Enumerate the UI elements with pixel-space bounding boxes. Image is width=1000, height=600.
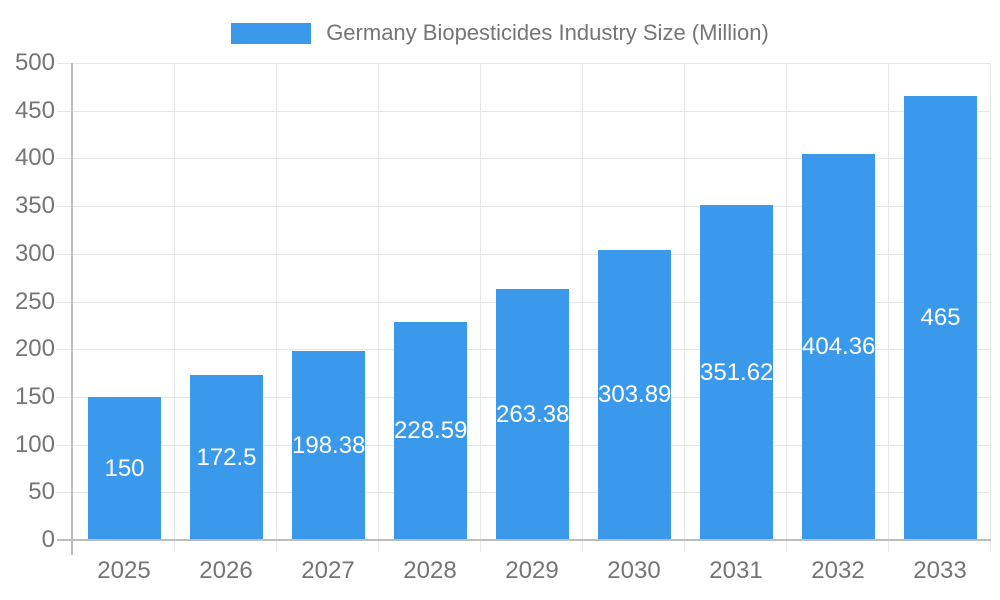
x-axis-tick-label: 2025 (97, 557, 151, 584)
plot-area: 150 172.5 198.38 228.59 263.38 303.89 351.62 40… (57, 63, 991, 555)
bar-2031[interactable]: 351.62 (700, 205, 773, 540)
y-axis-tick-label: 400 (14, 144, 55, 171)
y-axis-tick-label: 350 (14, 192, 55, 219)
bar-2025[interactable]: 150 (88, 397, 161, 540)
legend[interactable]: Germany Biopesticides Industry Size (Mil… (0, 15, 1000, 51)
x-axis-tick-label: 2032 (811, 557, 865, 584)
legend-swatch (231, 22, 312, 44)
x-gridline (378, 63, 379, 552)
bar-2026[interactable]: 172.5 (190, 375, 263, 540)
bar-value-label: 263.38 (496, 400, 570, 428)
x-gridline (582, 63, 583, 552)
x-axis-tick-label: 2026 (199, 557, 253, 584)
bar-value-label: 228.59 (394, 417, 468, 444)
bar-value-label: 404.36 (802, 333, 876, 360)
x-axis-tick-label: 2031 (709, 557, 763, 584)
y-gridline (57, 63, 991, 64)
y-gridline (57, 111, 991, 112)
x-gridline (276, 63, 277, 552)
y-axis-tick-label: 450 (14, 97, 55, 124)
x-axis-tick-label: 2028 (403, 557, 457, 584)
bar-value-label: 351.62 (700, 358, 774, 386)
y-gridline (57, 158, 991, 159)
y-gridline (57, 206, 991, 207)
bar-value-label: 303.89 (598, 381, 672, 408)
bar-2033[interactable]: 465 (904, 96, 977, 540)
x-gridline (888, 63, 889, 552)
y-gridline (57, 254, 991, 255)
x-gridline (174, 63, 175, 552)
y-axis-tick-label: 0 (41, 526, 55, 553)
bar-value-label: 150 (104, 454, 145, 482)
x-axis-line (57, 539, 991, 541)
bar-value-label: 465 (920, 304, 961, 331)
bar-value-label: 172.5 (196, 443, 257, 471)
y-axis-tick-label: 150 (14, 383, 55, 410)
x-axis-tick-label: 2033 (913, 557, 967, 584)
y-axis-tick-label: 50 (28, 478, 55, 505)
x-gridline (990, 63, 991, 552)
x-gridline (684, 63, 685, 552)
x-axis-tick-label: 2027 (301, 557, 355, 584)
bar-value-label: 198.38 (292, 431, 366, 459)
bar-2029[interactable]: 263.38 (496, 289, 569, 540)
y-axis-tick-label: 100 (14, 431, 55, 458)
x-axis-tick-label: 2030 (607, 557, 661, 584)
bar-2027[interactable]: 198.38 (292, 351, 365, 540)
y-axis-tick-label: 300 (14, 240, 55, 267)
x-gridline (786, 63, 787, 552)
bar-2030[interactable]: 303.89 (598, 250, 671, 540)
legend-label: Germany Biopesticides Industry Size (Mil… (326, 20, 769, 45)
y-axis-tick-label: 200 (14, 335, 55, 362)
y-axis-line (71, 63, 73, 555)
y-axis-tick-label: 500 (14, 49, 55, 76)
bar-2028[interactable]: 228.59 (394, 322, 467, 540)
x-gridline (480, 63, 481, 552)
x-axis-tick-label: 2029 (505, 557, 559, 584)
bar-2032[interactable]: 404.36 (802, 154, 875, 540)
y-axis-tick-label: 250 (14, 288, 55, 315)
